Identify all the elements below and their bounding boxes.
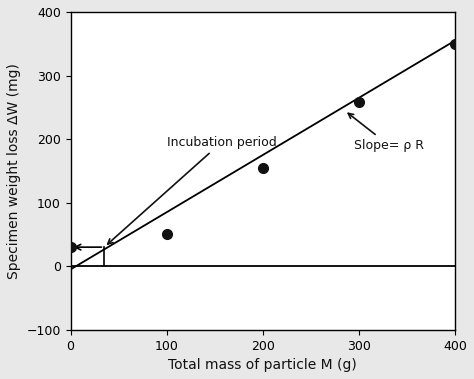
Y-axis label: Specimen weight loss ΔW (mg): Specimen weight loss ΔW (mg): [7, 63, 21, 279]
Point: [355, 99, 363, 105]
Text: Incubation period: Incubation period: [108, 136, 276, 244]
X-axis label: Total mass of particle M (g): Total mass of particle M (g): [168, 358, 357, 372]
Point: [163, 232, 171, 238]
Point: [67, 244, 74, 250]
Point: [259, 164, 267, 171]
Point: [451, 41, 459, 47]
Text: Slope= ρ R: Slope= ρ R: [348, 113, 424, 152]
